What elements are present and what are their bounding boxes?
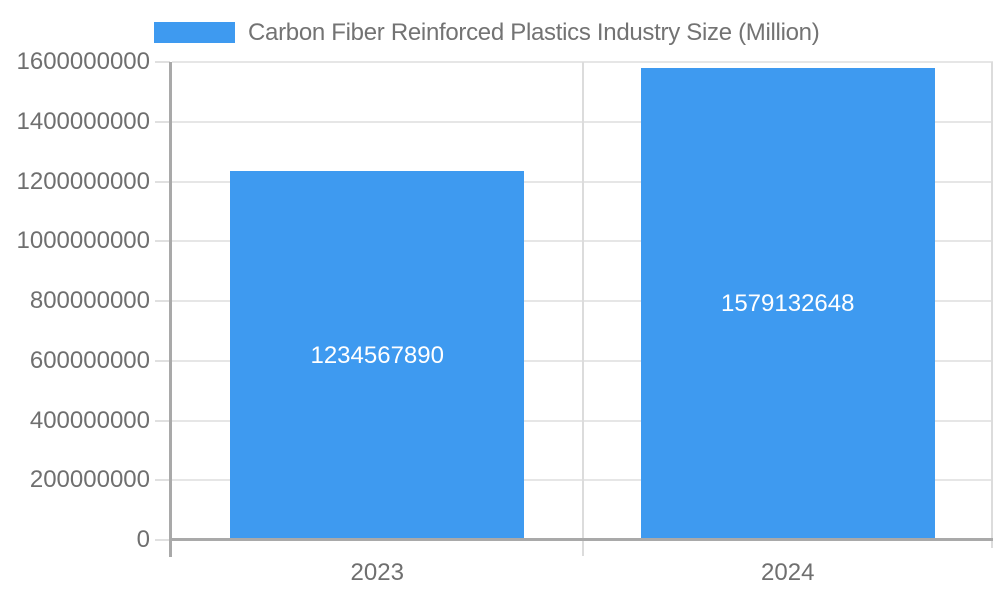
- y-axis-tickmark: [155, 180, 170, 183]
- x-axis-label-2024: 2024: [761, 559, 815, 586]
- y-axis-label: 800000000: [29, 287, 150, 314]
- y-axis-tickmark: [155, 359, 170, 362]
- plot-area: 1234567890 1579132648: [172, 61, 993, 556]
- y-axis-line: [169, 62, 172, 557]
- y-axis-label: 200000000: [29, 466, 150, 494]
- y-axis-label: 1000000000: [16, 227, 150, 255]
- y-axis-tickmark: [155, 300, 170, 302]
- y-axis-tickmark: [155, 419, 170, 422]
- legend-swatch: [154, 22, 235, 43]
- y-axis-label: 400000000: [29, 406, 150, 434]
- y-axis-tickmark: [155, 539, 170, 541]
- x-axis-line: [169, 538, 993, 541]
- y-axis-tickmark: [155, 61, 170, 63]
- y-axis-label: 1600000000: [16, 48, 150, 75]
- bar-2024[interactable]: [640, 68, 935, 540]
- bar-value-label-2023: 1234567890: [310, 341, 444, 369]
- y-axis-tickmark: [155, 479, 170, 482]
- category-separator: [581, 62, 584, 556]
- y-axis-tickmark: [155, 240, 170, 243]
- y-axis-label: 0: [136, 526, 150, 553]
- legend-label: Carbon Fiber Reinforced Plastics Industr…: [248, 19, 820, 46]
- y-axis-label: 600000000: [29, 346, 150, 374]
- y-axis-tickmark: [155, 120, 170, 123]
- bar-value-label-2024: 1579132648: [720, 290, 855, 318]
- y-axis-label: 1400000000: [16, 107, 150, 135]
- plot-right-border: [991, 62, 993, 548]
- y-axis-label: 1200000000: [16, 167, 150, 195]
- x-axis-label-2023: 2023: [350, 559, 404, 586]
- bar-2023[interactable]: [230, 171, 525, 540]
